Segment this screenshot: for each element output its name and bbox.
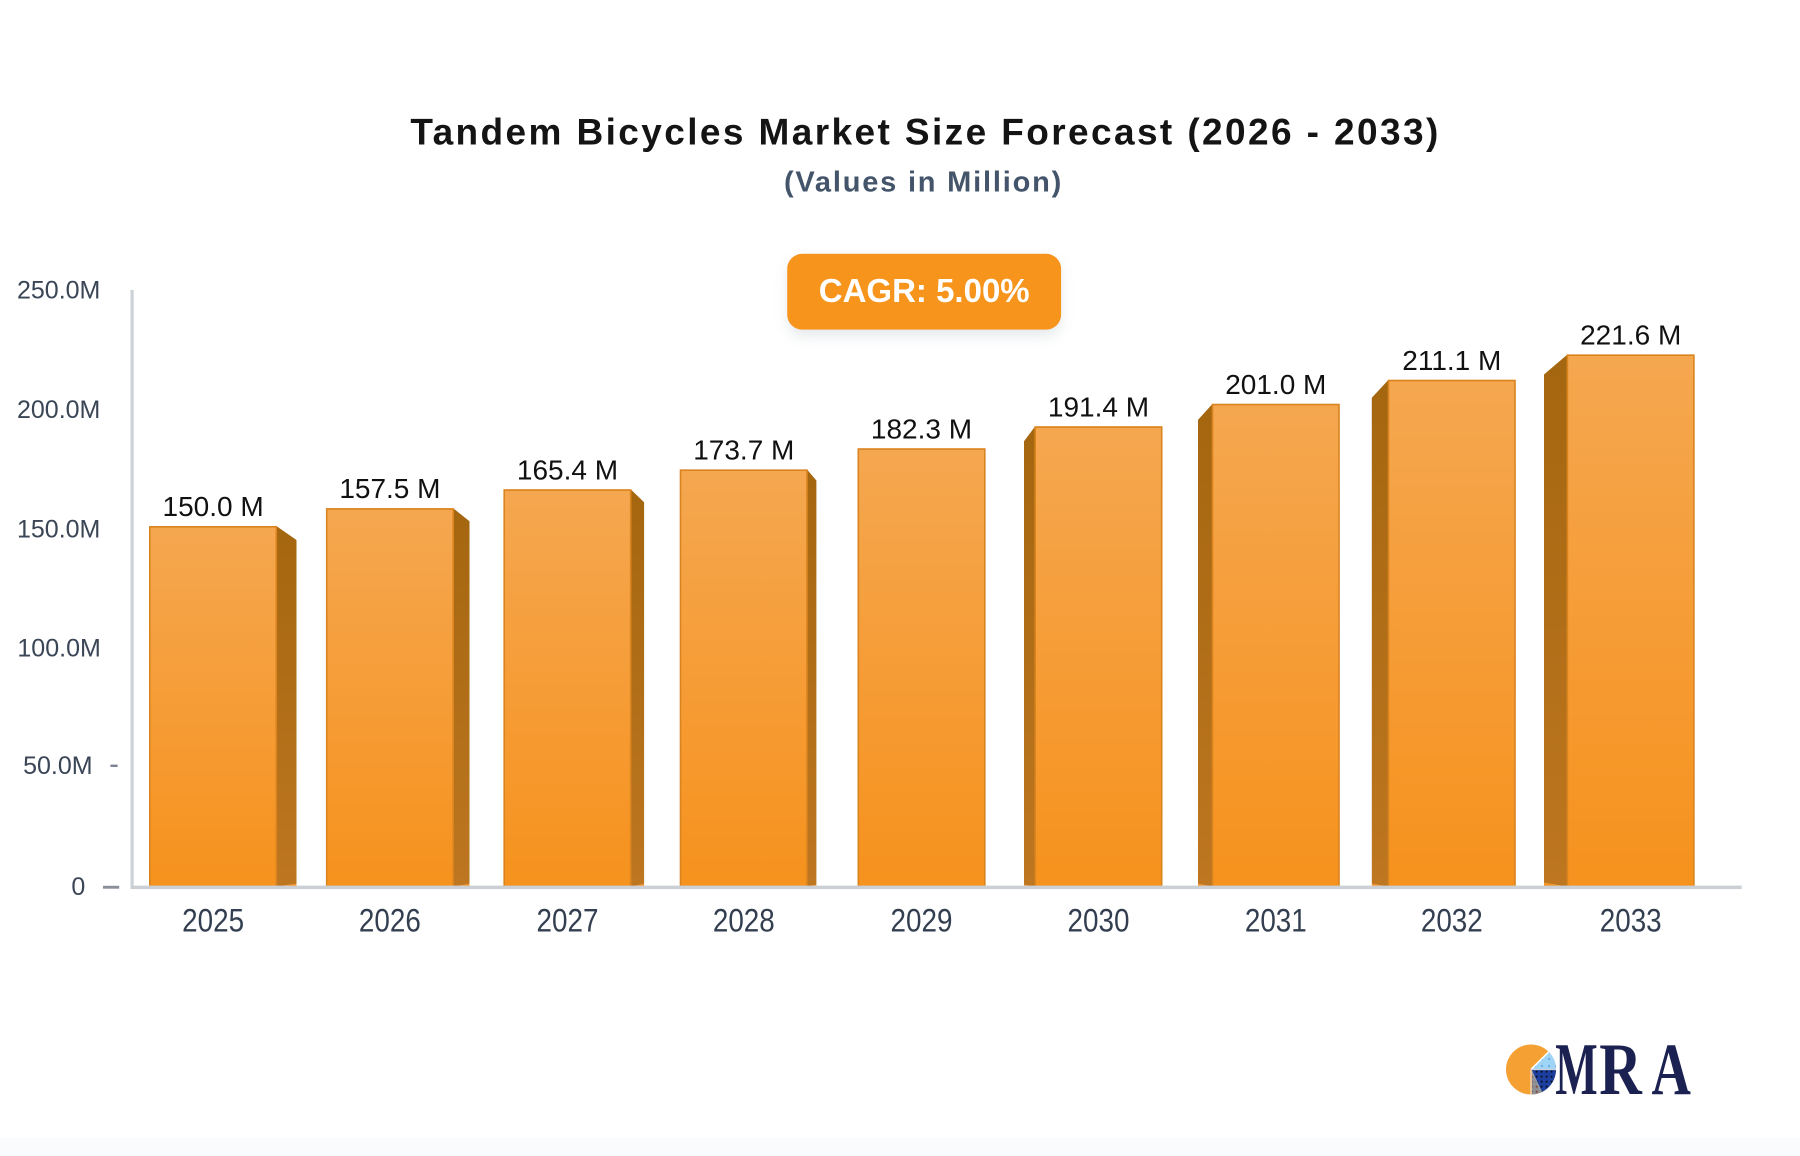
svg-text:182.3 M: 182.3 M bbox=[871, 413, 972, 444]
svg-text:2031: 2031 bbox=[1245, 904, 1307, 939]
svg-text:2026: 2026 bbox=[359, 904, 421, 939]
svg-text:Tandem Bicycles Market Size Fo: Tandem Bicycles Market Size Forecast (20… bbox=[410, 112, 1440, 153]
svg-text:M: M bbox=[1555, 1030, 1597, 1111]
svg-text:50.0M: 50.0M bbox=[23, 752, 92, 780]
svg-text:221.6 M: 221.6 M bbox=[1580, 320, 1681, 351]
svg-text:211.1 M: 211.1 M bbox=[1402, 345, 1501, 376]
svg-text:201.0 M: 201.0 M bbox=[1225, 369, 1326, 400]
svg-text:250.0M: 250.0M bbox=[17, 277, 100, 305]
svg-text:2029: 2029 bbox=[891, 904, 953, 939]
svg-text:CAGR: 5.00%: CAGR: 5.00% bbox=[819, 272, 1030, 309]
svg-text:191.4 M: 191.4 M bbox=[1048, 391, 1149, 422]
svg-text:0: 0 bbox=[71, 873, 85, 901]
svg-text:2032: 2032 bbox=[1421, 904, 1483, 939]
svg-text:150.0M: 150.0M bbox=[17, 516, 100, 544]
svg-text:150.0 M: 150.0 M bbox=[163, 491, 264, 522]
svg-text:157.5 M: 157.5 M bbox=[339, 473, 440, 504]
svg-text:2033: 2033 bbox=[1600, 904, 1662, 939]
svg-text:2028: 2028 bbox=[713, 904, 775, 939]
svg-text:200.0M: 200.0M bbox=[17, 396, 100, 424]
svg-text:165.4 M: 165.4 M bbox=[517, 454, 618, 485]
svg-text:(Values in Million): (Values in Million) bbox=[784, 167, 1063, 199]
svg-text:2025: 2025 bbox=[182, 904, 244, 939]
svg-text:A: A bbox=[1652, 1029, 1692, 1111]
svg-text:2030: 2030 bbox=[1068, 904, 1130, 939]
svg-text:2027: 2027 bbox=[537, 904, 599, 939]
svg-text:R: R bbox=[1599, 1030, 1642, 1111]
svg-text:100.0M: 100.0M bbox=[17, 634, 100, 662]
svg-text:173.7 M: 173.7 M bbox=[693, 435, 794, 466]
